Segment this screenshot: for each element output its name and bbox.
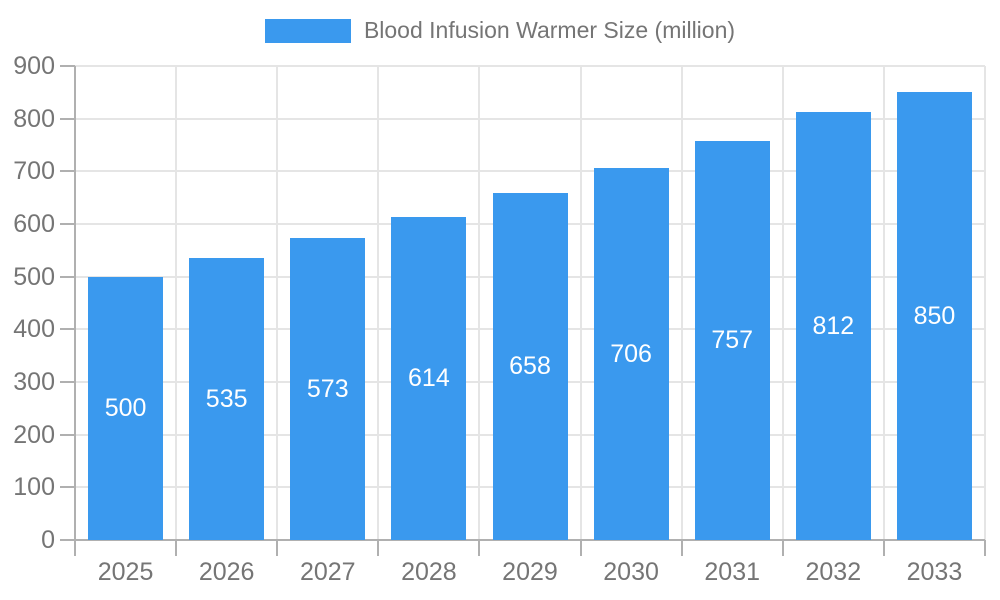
y-tick-label: 600 — [13, 210, 55, 238]
y-tick-label: 400 — [13, 315, 55, 344]
x-tick-label: 2033 — [906, 558, 963, 586]
bar-value-label: 850 — [913, 301, 956, 330]
bar-value-label: 573 — [306, 374, 349, 403]
y-tick-label: 800 — [13, 104, 55, 133]
x-axis-tick — [680, 540, 683, 556]
x-tick-label: 2031 — [704, 558, 761, 586]
y-axis-tick — [60, 275, 75, 278]
x-axis-tick — [579, 540, 582, 556]
y-axis-tick — [60, 381, 75, 383]
y-axis-tick — [60, 117, 75, 120]
y-axis-line — [74, 66, 76, 556]
x-tick-label: 2029 — [502, 558, 558, 586]
x-gridline — [377, 66, 380, 540]
legend-label: Blood Infusion Warmer Size (million) — [363, 17, 736, 43]
bar-value-label: 658 — [509, 352, 551, 381]
bar[interactable]: 535 — [189, 258, 265, 540]
x-gridline — [984, 66, 986, 540]
bar-value-label: 757 — [711, 326, 754, 355]
x-axis-tick — [781, 540, 784, 556]
y-tick-label: 300 — [13, 368, 55, 396]
legend[interactable]: Blood Infusion Warmer Size (million) — [0, 17, 1000, 44]
x-axis-tick — [984, 540, 986, 556]
y-axis-tick — [60, 65, 75, 67]
y-tick-label: 700 — [13, 157, 55, 186]
x-gridline — [175, 66, 178, 540]
x-axis-tick — [882, 540, 885, 556]
bar-value-label: 706 — [610, 339, 652, 368]
bar[interactable]: 658 — [492, 193, 568, 540]
y-gridline — [75, 117, 985, 120]
y-axis-tick — [60, 328, 75, 331]
x-gridline — [781, 66, 784, 540]
bar[interactable]: 500 — [88, 276, 164, 540]
y-gridline — [75, 170, 985, 173]
bar[interactable]: 812 — [795, 112, 871, 540]
x-tick-label: 2027 — [299, 558, 356, 586]
bar[interactable]: 850 — [896, 92, 972, 540]
x-tick-label: 2025 — [97, 558, 154, 586]
x-gridline — [882, 66, 885, 540]
x-axis-line — [60, 539, 985, 541]
bar[interactable]: 573 — [290, 238, 366, 540]
x-gridline — [276, 66, 279, 540]
bar-value-label: 500 — [104, 393, 147, 422]
y-tick-label: 500 — [13, 262, 55, 291]
x-axis-tick — [377, 540, 380, 556]
x-tick-label: 2032 — [805, 558, 862, 586]
y-tick-label: 0 — [41, 526, 55, 554]
legend-swatch — [264, 18, 351, 43]
x-axis-tick — [478, 540, 481, 556]
bar-value-label: 812 — [812, 311, 855, 340]
bar[interactable]: 757 — [694, 141, 770, 540]
y-axis-tick — [60, 170, 75, 173]
x-gridline — [579, 66, 582, 540]
y-tick-label: 900 — [13, 52, 55, 80]
y-tick-label: 100 — [13, 473, 55, 502]
x-gridline — [478, 66, 481, 540]
y-gridline — [75, 65, 985, 67]
x-axis-tick — [175, 540, 178, 556]
y-axis-tick — [60, 433, 75, 436]
bar[interactable]: 706 — [593, 168, 669, 540]
bar-value-label: 614 — [408, 363, 450, 392]
y-tick-label: 200 — [13, 420, 55, 449]
x-tick-label: 2026 — [198, 558, 255, 586]
x-tick-label: 2028 — [401, 558, 457, 586]
y-axis-tick — [60, 223, 75, 225]
x-axis-tick — [276, 540, 279, 556]
x-tick-label: 2030 — [603, 558, 659, 586]
bar-value-label: 535 — [205, 384, 248, 413]
x-gridline — [680, 66, 683, 540]
y-axis-tick — [60, 486, 75, 489]
bar[interactable]: 614 — [391, 216, 467, 540]
